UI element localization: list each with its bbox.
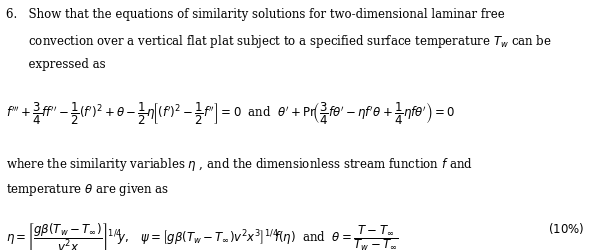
Text: where the similarity variables $\eta$ , and the dimensionless stream function $f: where the similarity variables $\eta$ , …: [6, 155, 473, 172]
Text: expressed as: expressed as: [6, 58, 105, 70]
Text: temperature $\theta$ are given as: temperature $\theta$ are given as: [6, 180, 169, 197]
Text: $(10\%)$: $(10\%)$: [548, 220, 584, 235]
Text: convection over a vertical flat plat subject to a specified surface temperature : convection over a vertical flat plat sub…: [6, 32, 552, 50]
Text: $f'''+\dfrac{3}{4}ff''-\dfrac{1}{2}(f')^2+\theta-\dfrac{1}{2}\eta\!\left[(f')^2-: $f'''+\dfrac{3}{4}ff''-\dfrac{1}{2}(f')^…: [6, 100, 455, 126]
Text: 6.   Show that the equations of similarity solutions for two-dimensional laminar: 6. Show that the equations of similarity…: [6, 8, 504, 20]
Text: $\eta=\left[\dfrac{g\beta(T_w-T_\infty)}{v^2 x}\right]^{1/4}\!\!y,$$\;\;\;\psi=\: $\eta=\left[\dfrac{g\beta(T_w-T_\infty)}…: [6, 220, 399, 250]
